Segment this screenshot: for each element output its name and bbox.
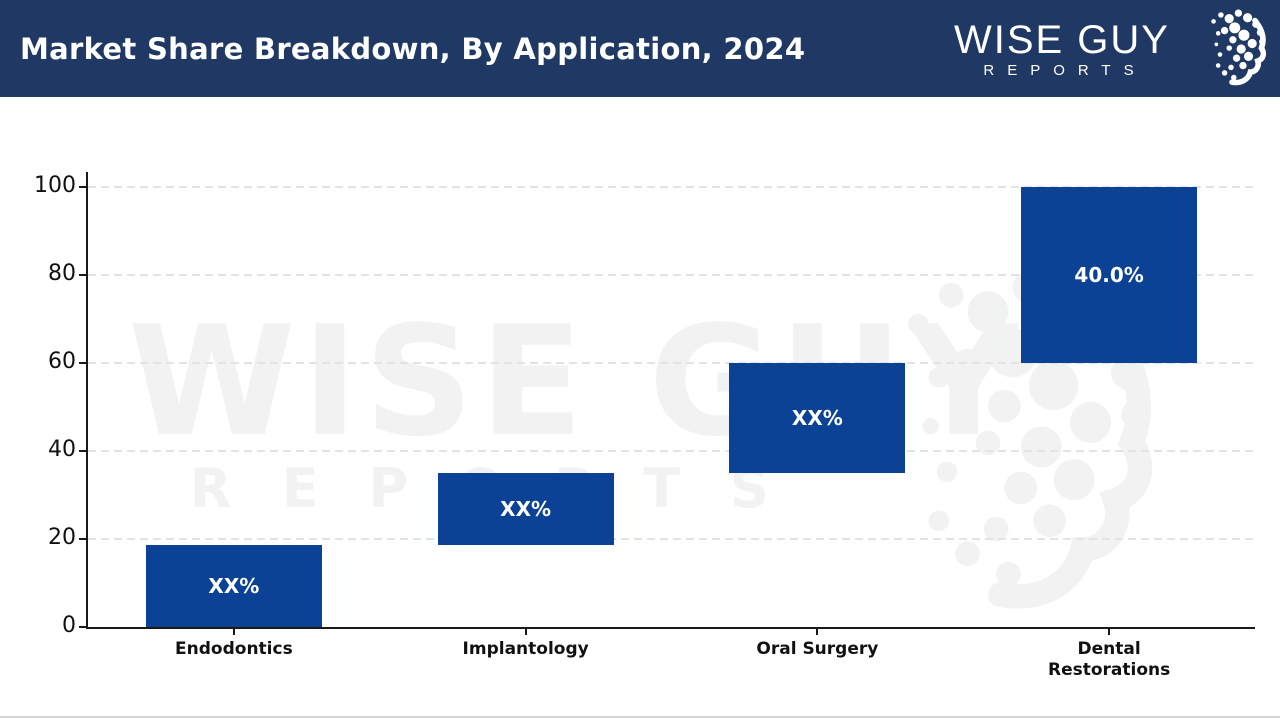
y-tick-label: 40 (48, 437, 76, 462)
gridline (88, 362, 1255, 364)
bar: 40.0% (1021, 187, 1198, 363)
bar: XX% (145, 544, 322, 627)
y-tick-mark (79, 186, 88, 188)
bar-value-label: XX% (791, 406, 843, 430)
y-axis-line (86, 172, 88, 627)
page-title: Market Share Breakdown, By Application, … (20, 31, 806, 66)
bar: XX% (437, 473, 614, 545)
x-tick-mark (232, 629, 235, 635)
bar-value-label: XX% (208, 573, 260, 598)
y-tick-label: 100 (34, 173, 76, 198)
bar-value-label: 40.0% (1074, 263, 1144, 287)
y-tick-mark (79, 274, 88, 276)
gridline (88, 274, 1255, 276)
wiseguy-head-icon (1211, 8, 1266, 85)
y-tick-label: 20 (48, 525, 76, 550)
y-tick-label: 80 (48, 261, 76, 286)
y-tick-mark (79, 538, 88, 540)
wiseguy-logo-text: WISE GUY REPORTS (954, 20, 1170, 78)
gridline (88, 450, 1255, 452)
y-tick-mark (79, 362, 88, 364)
y-tick-mark (79, 626, 88, 628)
gridline (88, 538, 1255, 540)
bar-value-label: XX% (500, 496, 552, 521)
x-tick-mark (524, 629, 527, 635)
category-label: Oral Surgery (756, 639, 879, 659)
chart: WISE GUY REPORTS 020406080100XX%Endodont… (0, 97, 1280, 720)
category-label: Dental Restorations (1047, 639, 1171, 681)
y-tick-mark (79, 450, 88, 452)
y-tick-label: 60 (48, 349, 76, 374)
category-label: Endodontics (175, 639, 293, 659)
x-tick-mark (816, 629, 819, 635)
x-tick-mark (1108, 629, 1111, 635)
bottom-divider (0, 716, 1280, 718)
x-axis-line (86, 627, 1255, 629)
wiseguy-logo: WISE GUY REPORTS (954, 7, 1266, 91)
category-label: Implantology (462, 639, 589, 659)
logo-subtitle: REPORTS (983, 61, 1147, 79)
bar: XX% (729, 363, 906, 473)
header-bar: Market Share Breakdown, By Application, … (0, 0, 1280, 97)
y-tick-label: 0 (62, 613, 76, 638)
gridline (88, 186, 1255, 188)
logo-wordmark: WISE GUY (953, 17, 1170, 62)
plot-area: 0 20 40 60 80 100 XX% Endodontics XX% Implantolog… (0, 97, 1280, 720)
